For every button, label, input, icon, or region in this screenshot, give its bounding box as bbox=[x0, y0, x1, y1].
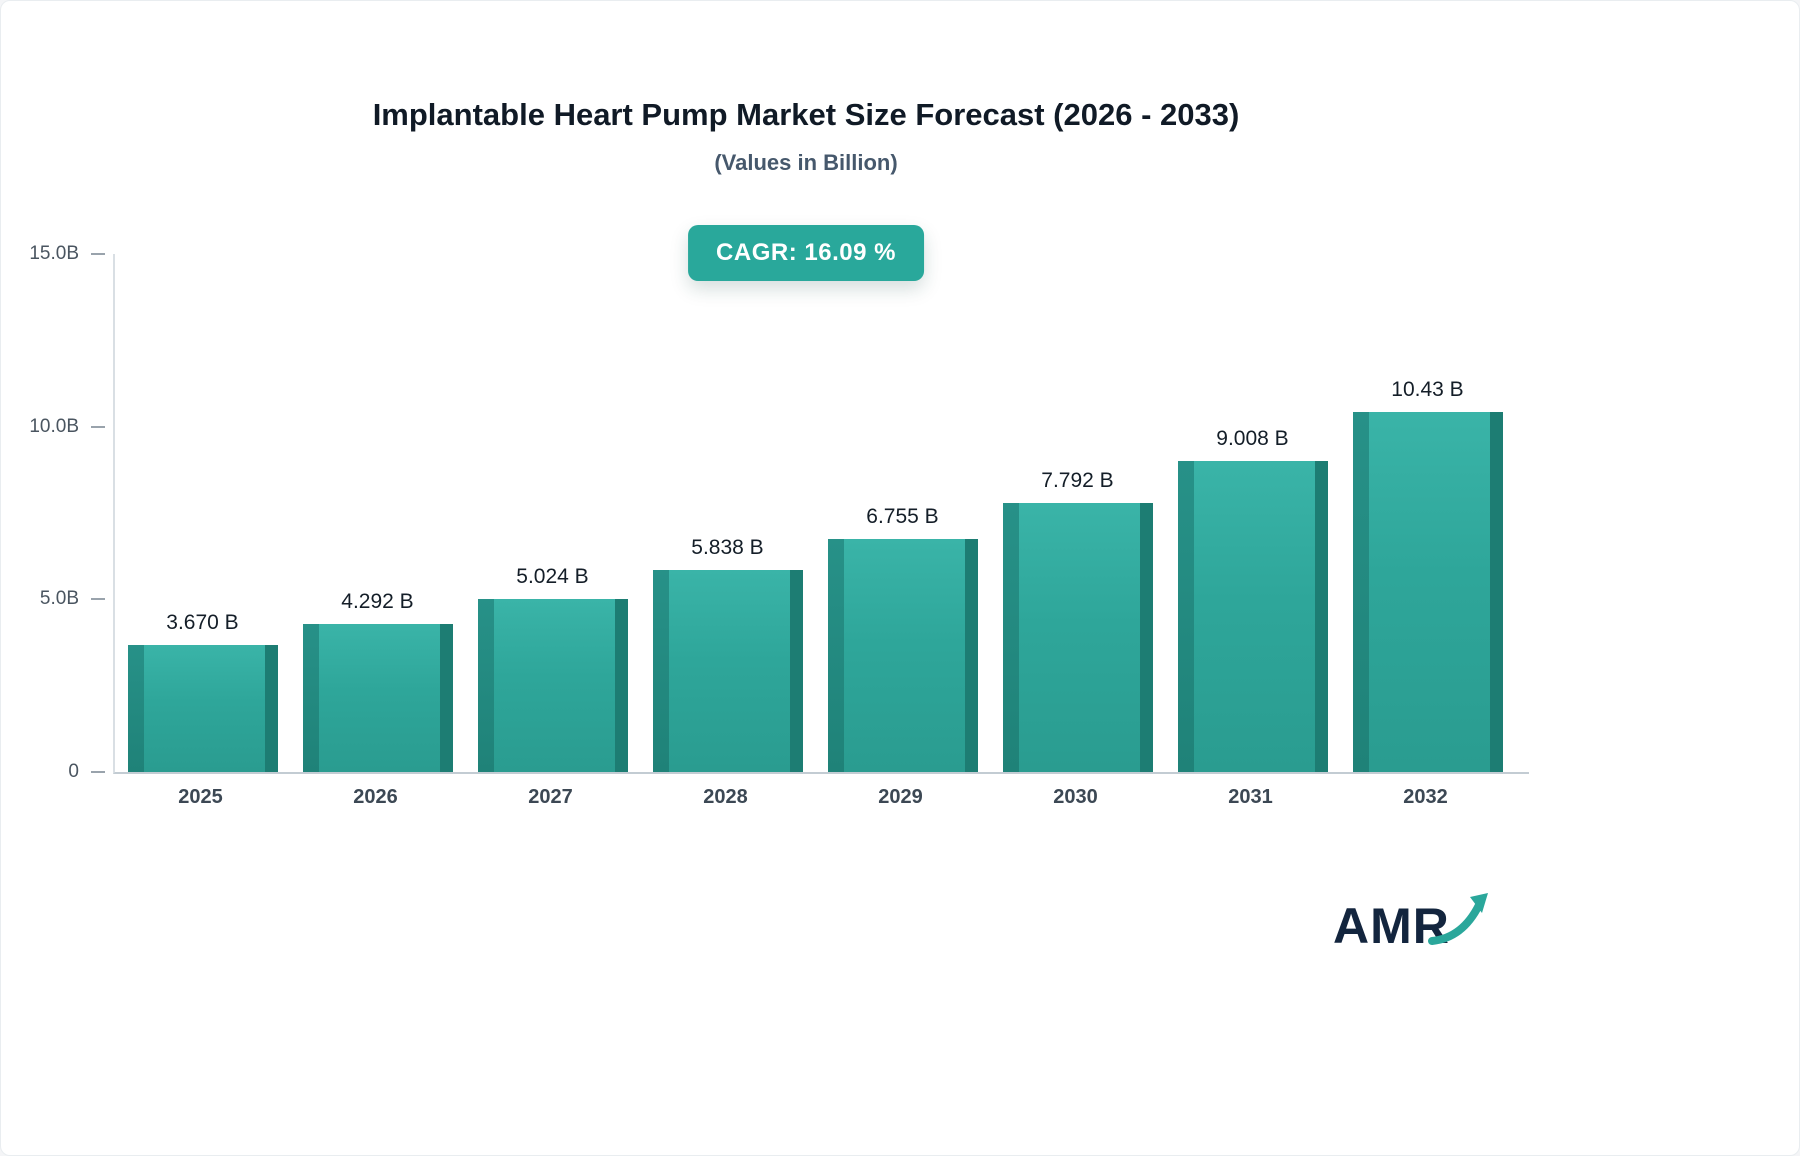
x-axis: 2025 2026 2027 2028 2029 2030 2031 2032 bbox=[113, 786, 1513, 809]
bar-value-label: 5.024 B bbox=[516, 565, 589, 588]
y-tick-label: 0 bbox=[68, 761, 79, 782]
brand-logo: AMR bbox=[1333, 893, 1488, 955]
y-tick-label: 5.0B bbox=[39, 588, 79, 610]
bar-2030 bbox=[1002, 503, 1153, 772]
bar-slot-2027: 5.024 B bbox=[465, 254, 640, 772]
plot-area: 3.670 B 4.292 B 5.024 B 5.838 B 6.755 B 7.792… bbox=[113, 254, 1529, 774]
bar-slot-2025: 3.670 B bbox=[115, 254, 290, 772]
x-tick-label-2027: 2027 bbox=[528, 786, 573, 808]
bar-slot-2028: 5.838 B bbox=[640, 254, 815, 772]
bar-2029 bbox=[827, 539, 978, 772]
brand-logo-text: AMR bbox=[1333, 898, 1450, 954]
bar-value-label: 9.008 B bbox=[1216, 427, 1289, 450]
bar-value-label: 5.838 B bbox=[691, 536, 764, 559]
bar-slot-2029: 6.755 B bbox=[815, 254, 990, 772]
page-title: Implantable Heart Pump Market Size Forec… bbox=[372, 97, 1240, 132]
x-tick-label-2031: 2031 bbox=[1228, 786, 1273, 808]
bar-2026 bbox=[302, 624, 453, 772]
tick-dash bbox=[91, 425, 105, 428]
cagr-badge: CAGR: 16.09 % bbox=[688, 225, 924, 281]
tick-dash bbox=[91, 598, 105, 601]
bar-slot-2031: 9.008 B bbox=[1165, 254, 1340, 772]
y-tick-label: 10.0B bbox=[29, 415, 79, 437]
y-axis: 15.0B 10.0B 5.0B 0 bbox=[1, 243, 105, 782]
bar-2032 bbox=[1352, 412, 1503, 772]
x-tick-label-2032: 2032 bbox=[1403, 786, 1448, 808]
x-tick-label-2025: 2025 bbox=[178, 786, 223, 808]
growth-arrow-icon bbox=[1427, 893, 1488, 945]
y-tick-15.0B: 15.0B bbox=[29, 243, 105, 265]
x-tick-label-2026: 2026 bbox=[353, 786, 398, 808]
y-tick-label: 15.0B bbox=[29, 243, 79, 264]
bar-2028 bbox=[652, 570, 803, 772]
bar-slot-2032: 10.43 B bbox=[1340, 254, 1515, 772]
bar-value-label: 4.292 B bbox=[341, 590, 414, 613]
bar-slot-2026: 4.292 B bbox=[290, 254, 465, 772]
bar-value-label: 10.43 B bbox=[1391, 378, 1464, 401]
bar-2025 bbox=[127, 645, 278, 772]
bar-value-label: 3.670 B bbox=[166, 611, 239, 634]
bar-slot-2030: 7.792 B bbox=[990, 254, 1165, 772]
y-tick-5.0B: 5.0B bbox=[40, 588, 105, 610]
y-tick-10.0B: 10.0B bbox=[29, 416, 105, 438]
bar-2031 bbox=[1177, 461, 1328, 772]
x-tick-label-2028: 2028 bbox=[703, 786, 748, 808]
bar-2027 bbox=[477, 599, 628, 772]
bar-value-label: 7.792 B bbox=[1041, 469, 1114, 492]
tick-dash bbox=[91, 253, 105, 255]
tick-dash bbox=[91, 771, 105, 773]
chart-subtitle: (Values in Billion) bbox=[714, 150, 898, 175]
bar-value-label: 6.755 B bbox=[866, 505, 939, 528]
y-tick-0: 0 bbox=[68, 761, 105, 783]
x-tick-label-2029: 2029 bbox=[878, 786, 923, 808]
x-tick-label-2030: 2030 bbox=[1053, 786, 1098, 808]
